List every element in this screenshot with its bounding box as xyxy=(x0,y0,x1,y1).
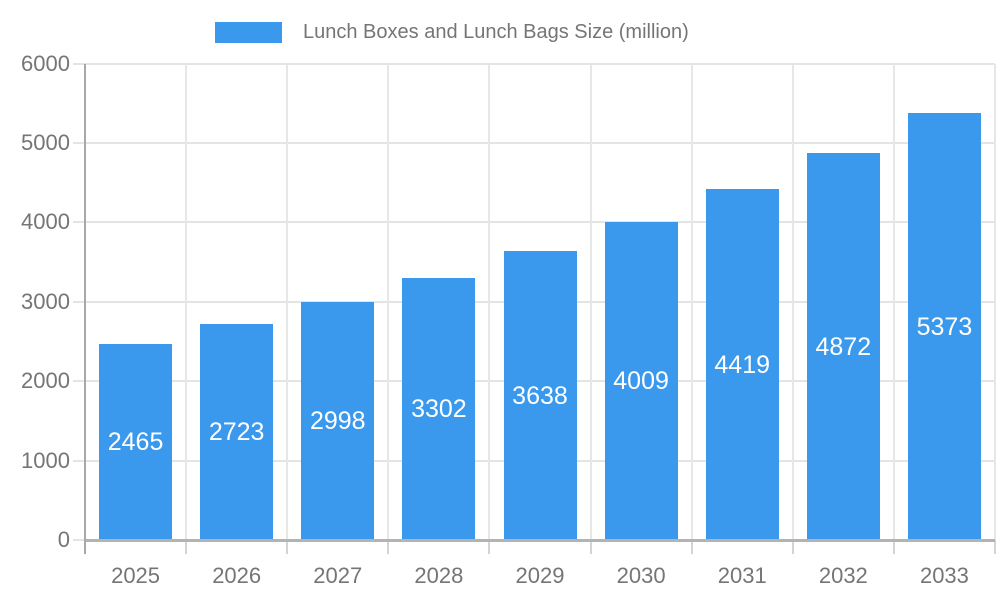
x-axis-tick-label: 2028 xyxy=(414,563,464,588)
x-axis-tick-label: 2027 xyxy=(313,563,363,588)
bar-value-label: 4872 xyxy=(815,332,872,361)
x-axis-line xyxy=(85,539,995,542)
x-gridline xyxy=(690,63,693,540)
legend-label: Lunch Boxes and Lunch Bags Size (million… xyxy=(303,20,689,43)
y-axis-tick-label: 2000 xyxy=(21,368,70,394)
bar xyxy=(99,344,173,540)
y-axis-tick-label: 1000 xyxy=(21,447,70,473)
bar xyxy=(705,189,779,540)
x-axis-tick-label: 2026 xyxy=(212,563,262,588)
x-gridline xyxy=(488,63,491,540)
y-gridline xyxy=(73,62,995,65)
bar xyxy=(200,323,274,540)
x-axis-tick-label: 2032 xyxy=(818,563,868,588)
y-axis-tick-label: 5000 xyxy=(21,129,70,155)
y-gridline xyxy=(73,221,995,224)
x-axis-tick xyxy=(892,540,895,554)
chart-legend[interactable]: Lunch Boxes and Lunch Bags Size (million… xyxy=(215,12,689,52)
x-gridline xyxy=(791,63,794,540)
y-gridline xyxy=(73,141,995,144)
bar-value-label: 2998 xyxy=(309,406,366,435)
bar-value-label: 2723 xyxy=(208,417,265,446)
x-axis-tick-label: 2029 xyxy=(515,563,565,588)
y-axis-tick-label: 4000 xyxy=(21,209,70,235)
x-gridline xyxy=(892,63,895,540)
bar-value-label: 3638 xyxy=(512,381,568,410)
x-axis-tick xyxy=(589,540,592,554)
bar xyxy=(301,301,375,540)
x-axis-tick-label: 2030 xyxy=(616,563,666,588)
x-axis-tick xyxy=(286,540,289,554)
x-axis-tick xyxy=(387,540,390,554)
y-axis-tick-label: 6000 xyxy=(21,50,70,76)
x-gridline xyxy=(387,63,390,540)
y-axis-tick-label: 3000 xyxy=(21,288,70,314)
bar xyxy=(503,251,577,540)
x-axis-tick xyxy=(185,540,188,554)
x-axis-tick xyxy=(690,540,693,554)
bar-value-label: 2465 xyxy=(107,428,164,457)
legend-swatch xyxy=(215,21,282,43)
bar xyxy=(907,113,981,540)
x-gridline xyxy=(994,63,996,540)
y-axis-tick-label: 0 xyxy=(57,527,70,552)
bar xyxy=(604,221,678,540)
x-axis-tick xyxy=(791,540,794,554)
bar-value-label: 5373 xyxy=(916,312,973,341)
bar-value-label: 3302 xyxy=(411,394,467,423)
x-axis-tick-label: 2031 xyxy=(717,563,767,588)
x-axis-tick-label: 2025 xyxy=(111,563,161,588)
x-axis-tick-label: 2033 xyxy=(919,563,969,588)
x-axis-tick xyxy=(994,540,996,554)
x-gridline xyxy=(185,63,188,540)
bar-value-label: 4009 xyxy=(613,366,669,395)
x-gridline xyxy=(589,63,592,540)
bar xyxy=(402,277,476,540)
bar xyxy=(806,153,880,540)
x-gridline xyxy=(286,63,289,540)
x-axis-tick xyxy=(488,540,491,554)
bar-value-label: 4419 xyxy=(714,350,771,379)
y-tick xyxy=(73,539,85,541)
y-axis-line xyxy=(84,63,86,554)
